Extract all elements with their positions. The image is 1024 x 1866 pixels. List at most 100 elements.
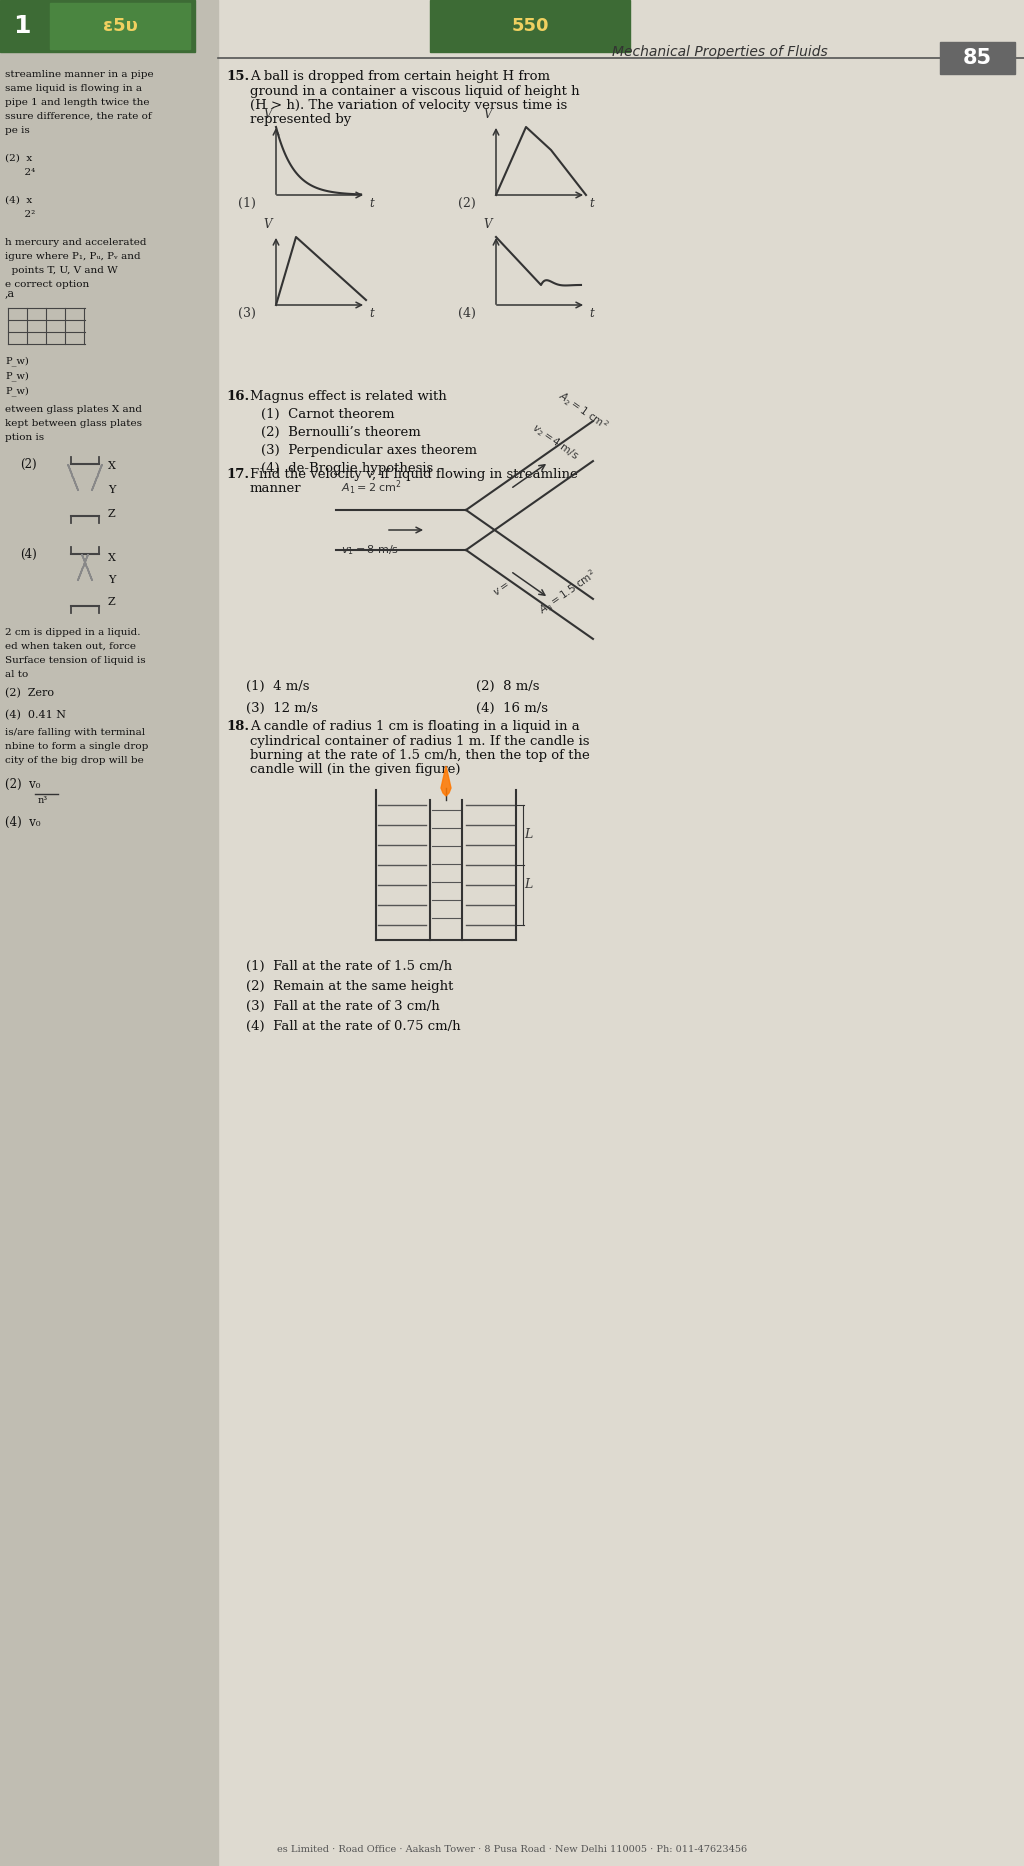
Text: (4)  16 m/s: (4) 16 m/s: [476, 702, 548, 715]
Text: burning at the rate of 1.5 cm/h, then the top of the: burning at the rate of 1.5 cm/h, then th…: [250, 748, 590, 761]
Text: $v =$: $v =$: [492, 580, 512, 599]
Text: (2)  Bernoulli’s theorem: (2) Bernoulli’s theorem: [261, 425, 421, 439]
Text: t: t: [589, 308, 594, 319]
Text: 15.: 15.: [226, 71, 249, 82]
Text: (3)  Fall at the rate of 3 cm/h: (3) Fall at the rate of 3 cm/h: [246, 1000, 439, 1013]
Text: etween glass plates X and: etween glass plates X and: [5, 405, 142, 414]
Text: 2⁴: 2⁴: [5, 168, 35, 177]
Text: nbine to form a single drop: nbine to form a single drop: [5, 743, 148, 750]
Text: V: V: [264, 218, 272, 231]
Polygon shape: [68, 465, 102, 491]
Text: Z: Z: [108, 597, 116, 606]
Text: t: t: [369, 198, 374, 211]
Text: ,a: ,a: [5, 287, 15, 299]
Bar: [940, 43, 1015, 75]
Text: (4): (4): [458, 308, 476, 319]
Text: Magnus effect is related with: Magnus effect is related with: [250, 390, 446, 403]
Text: A ball is dropped from certain height H from: A ball is dropped from certain height H …: [250, 71, 550, 82]
Text: n³: n³: [38, 797, 48, 804]
Text: Mechanical Properties of Fluids: Mechanical Properties of Fluids: [612, 45, 827, 60]
Text: X: X: [108, 552, 116, 564]
Text: 550: 550: [511, 17, 549, 35]
Text: cylindrical container of radius 1 m. If the candle is: cylindrical container of radius 1 m. If …: [250, 735, 590, 748]
Text: $A_1 = 2\ \mathrm{cm}^2$: $A_1 = 2\ \mathrm{cm}^2$: [341, 480, 402, 496]
Text: manner: manner: [250, 483, 302, 496]
Text: (2)  Remain at the same height: (2) Remain at the same height: [246, 980, 454, 993]
Text: V: V: [483, 108, 493, 121]
Bar: [50, 4, 190, 49]
Text: (3): (3): [238, 308, 256, 319]
Text: $A_3 = 1.5\ \mathrm{cm}^2$: $A_3 = 1.5\ \mathrm{cm}^2$: [536, 567, 600, 618]
Text: pe is: pe is: [5, 127, 30, 134]
Text: $A_2 = 1\ \mathrm{cm}^2$: $A_2 = 1\ \mathrm{cm}^2$: [555, 388, 610, 433]
Text: streamline manner in a pipe: streamline manner in a pipe: [5, 71, 154, 78]
Text: h mercury and accelerated: h mercury and accelerated: [5, 239, 146, 246]
Text: Y: Y: [108, 575, 116, 586]
Polygon shape: [78, 554, 92, 580]
Bar: [0, 0, 218, 1866]
Text: (2)  x: (2) x: [5, 155, 32, 162]
Text: Find the velocity v, if liquid flowing in streamline: Find the velocity v, if liquid flowing i…: [250, 468, 578, 481]
Text: Surface tension of liquid is: Surface tension of liquid is: [5, 657, 145, 664]
Bar: [430, 0, 630, 52]
Text: (4)  v₀: (4) v₀: [5, 815, 41, 829]
Text: 2²: 2²: [5, 211, 35, 218]
Text: (1)  Carnot theorem: (1) Carnot theorem: [261, 409, 394, 422]
Text: (4)  x: (4) x: [5, 196, 32, 205]
Text: X: X: [108, 461, 116, 470]
Text: 16.: 16.: [226, 390, 249, 403]
Text: (2)  Zero: (2) Zero: [5, 689, 54, 698]
Text: (1): (1): [238, 198, 256, 211]
Text: (4)  de-Broglie hypothesis: (4) de-Broglie hypothesis: [261, 463, 433, 476]
Polygon shape: [441, 767, 451, 797]
Text: (2)  8 m/s: (2) 8 m/s: [476, 679, 540, 692]
Text: (2): (2): [20, 457, 37, 470]
Text: (3)  12 m/s: (3) 12 m/s: [246, 702, 318, 715]
Text: (2)  v₀: (2) v₀: [5, 778, 40, 791]
Text: es Limited · Road Office · Aakash Tower · 8 Pusa Road · New Delhi 110005 · Ph: 0: es Limited · Road Office · Aakash Tower …: [276, 1845, 748, 1855]
Text: points T, U, V and W: points T, U, V and W: [5, 267, 118, 274]
Text: P_w): P_w): [5, 371, 29, 381]
Text: 18.: 18.: [226, 720, 249, 733]
Text: candle will (in the given figure): candle will (in the given figure): [250, 763, 461, 776]
Text: (4)  0.41 N: (4) 0.41 N: [5, 709, 66, 720]
Text: ground in a container a viscous liquid of height h: ground in a container a viscous liquid o…: [250, 84, 580, 97]
Text: (H > h). The variation of velocity versus time is: (H > h). The variation of velocity versu…: [250, 99, 567, 112]
Text: represented by: represented by: [250, 114, 351, 127]
Text: 2 cm is dipped in a liquid.: 2 cm is dipped in a liquid.: [5, 629, 140, 636]
Text: igure where P₁, Pᵤ, Pᵥ and: igure where P₁, Pᵤ, Pᵥ and: [5, 252, 140, 261]
Bar: [0, 0, 195, 52]
Text: ssure difference, the rate of: ssure difference, the rate of: [5, 112, 152, 121]
Text: pipe 1 and length twice the: pipe 1 and length twice the: [5, 99, 150, 106]
Text: ed when taken out, force: ed when taken out, force: [5, 642, 136, 651]
Text: kept between glass plates: kept between glass plates: [5, 420, 142, 427]
Text: $v_1 = 8\ \mathrm{m/s}$: $v_1 = 8\ \mathrm{m/s}$: [341, 543, 399, 556]
Text: (4)  Fall at the rate of 0.75 cm/h: (4) Fall at the rate of 0.75 cm/h: [246, 1021, 461, 1034]
Text: al to: al to: [5, 670, 29, 679]
Text: V: V: [264, 108, 272, 121]
Text: 1: 1: [13, 15, 31, 37]
Text: ε5υ: ε5υ: [102, 17, 137, 35]
Text: L: L: [524, 879, 532, 892]
Text: Y: Y: [108, 485, 116, 494]
Text: is/are falling with terminal: is/are falling with terminal: [5, 728, 145, 737]
Text: city of the big drop will be: city of the big drop will be: [5, 756, 143, 765]
Text: ption is: ption is: [5, 433, 44, 442]
Text: e correct option: e correct option: [5, 280, 89, 289]
Text: t: t: [589, 198, 594, 211]
Text: t: t: [369, 308, 374, 319]
Text: (3)  Perpendicular axes theorem: (3) Perpendicular axes theorem: [261, 444, 477, 457]
Text: P_w): P_w): [5, 386, 29, 396]
Text: (2): (2): [458, 198, 476, 211]
Text: Z: Z: [108, 509, 116, 519]
Text: $v_2 = 4\ \mathrm{m/s}$: $v_2 = 4\ \mathrm{m/s}$: [529, 422, 582, 463]
Text: (4): (4): [20, 549, 37, 562]
Text: 17.: 17.: [226, 468, 249, 481]
Text: L: L: [524, 829, 532, 842]
Text: 85: 85: [963, 49, 991, 67]
Text: same liquid is flowing in a: same liquid is flowing in a: [5, 84, 142, 93]
Text: A candle of radius 1 cm is floating in a liquid in a: A candle of radius 1 cm is floating in a…: [250, 720, 580, 733]
Text: (1)  4 m/s: (1) 4 m/s: [246, 679, 309, 692]
Text: V: V: [483, 218, 493, 231]
Text: (1)  Fall at the rate of 1.5 cm/h: (1) Fall at the rate of 1.5 cm/h: [246, 959, 453, 972]
